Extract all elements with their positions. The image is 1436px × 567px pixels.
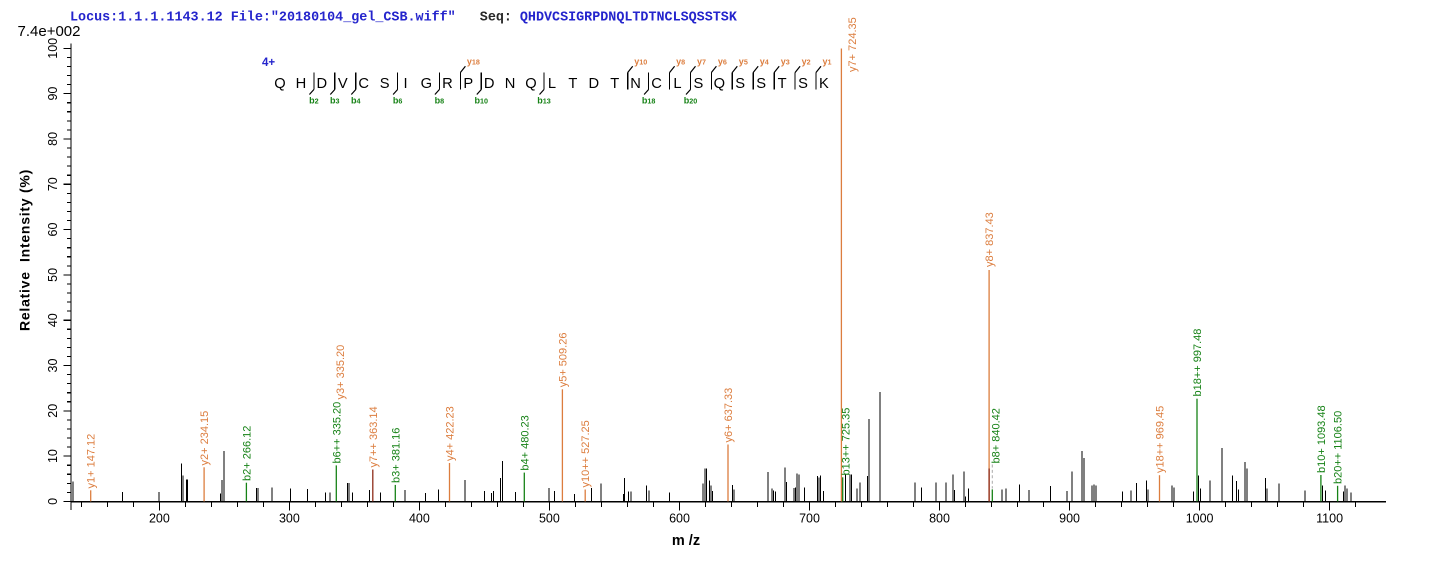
svg-text:Q: Q (274, 76, 285, 92)
svg-text:b2: b2 (309, 96, 319, 106)
svg-text:b18: b18 (642, 96, 656, 106)
svg-text:y7+ 724.35: y7+ 724.35 (847, 17, 859, 72)
svg-text:D: D (316, 76, 327, 92)
svg-text:80: 80 (46, 132, 60, 146)
svg-text:y18: y18 (467, 57, 480, 67)
svg-text:V: V (338, 76, 348, 92)
svg-text:50: 50 (46, 268, 60, 282)
svg-text:y1+ 147.12: y1+ 147.12 (86, 434, 98, 489)
svg-text:b20++ 1106.50: b20++ 1106.50 (1333, 411, 1345, 484)
svg-text:y18++ 969.45: y18++ 969.45 (1155, 406, 1167, 473)
svg-text:b8+ 840.42: b8+ 840.42 (991, 408, 1003, 463)
svg-text:R: R (442, 76, 453, 92)
svg-text:90: 90 (46, 87, 60, 101)
svg-text:b3+ 381.16: b3+ 381.16 (390, 428, 402, 483)
svg-text:600: 600 (669, 512, 690, 526)
svg-text:y8: y8 (676, 57, 685, 67)
svg-text:y4+ 422.23: y4+ 422.23 (445, 406, 457, 461)
svg-text:y4: y4 (760, 57, 769, 67)
svg-text:b10+ 1093.48: b10+ 1093.48 (1316, 405, 1328, 473)
svg-text:b18++ 997.48: b18++ 997.48 (1192, 329, 1204, 397)
svg-text:b2+ 266.12: b2+ 266.12 (241, 426, 253, 481)
svg-text:S: S (756, 76, 766, 92)
svg-text:T: T (610, 76, 619, 92)
svg-text:y7++ 363.14: y7++ 363.14 (368, 406, 380, 467)
svg-text:y5: y5 (739, 57, 748, 67)
svg-text:y3+ 335.20: y3+ 335.20 (335, 345, 347, 400)
svg-text:L: L (548, 76, 556, 92)
svg-text:b4: b4 (351, 96, 361, 106)
svg-text:1000: 1000 (1186, 512, 1214, 526)
svg-text:20: 20 (46, 404, 60, 418)
svg-text:N: N (630, 76, 641, 92)
svg-text:b13++ 725.35: b13++ 725.35 (841, 408, 853, 476)
svg-text:700: 700 (799, 512, 820, 526)
svg-text:T: T (778, 76, 787, 92)
svg-text:y2: y2 (802, 57, 811, 67)
svg-text:y2+ 234.15: y2+ 234.15 (199, 411, 211, 466)
svg-text:60: 60 (46, 223, 60, 237)
svg-text:P: P (463, 76, 473, 92)
svg-text:S: S (798, 76, 808, 92)
svg-text:b8: b8 (435, 96, 445, 106)
svg-text:y3: y3 (781, 57, 790, 67)
svg-text:Q: Q (525, 76, 536, 92)
svg-text:D: D (588, 76, 599, 92)
svg-text:200: 200 (149, 512, 170, 526)
svg-text:1100: 1100 (1316, 512, 1343, 526)
svg-text:T: T (568, 76, 577, 92)
svg-text:y10++ 527.25: y10++ 527.25 (580, 420, 592, 487)
svg-text:N: N (505, 76, 516, 92)
svg-text:y10: y10 (634, 57, 647, 67)
svg-text:H: H (296, 76, 307, 92)
svg-text:y8+ 837.43: y8+ 837.43 (984, 212, 996, 267)
svg-text:y6: y6 (718, 57, 727, 67)
svg-text:10: 10 (46, 449, 60, 463)
svg-text:S: S (694, 76, 704, 92)
svg-text:Seq:: Seq: (480, 11, 512, 26)
svg-text:y7: y7 (697, 57, 706, 67)
svg-text:y6+ 637.33: y6+ 637.33 (723, 388, 735, 443)
svg-text:y5+ 509.26: y5+ 509.26 (557, 333, 569, 388)
svg-text:b10: b10 (475, 96, 489, 106)
svg-text:70: 70 (46, 177, 60, 191)
svg-text:L: L (673, 76, 681, 92)
svg-text:b20: b20 (684, 96, 698, 106)
svg-text:QHDVCSIGRPDNQLTDTNCLSQSSTSK: QHDVCSIGRPDNQLTDTNCLSQSSTSK (520, 11, 738, 26)
svg-text:b3: b3 (330, 96, 340, 106)
svg-text:S: S (735, 76, 745, 92)
svg-text:Relative Intensity (%): Relative Intensity (%) (17, 169, 33, 331)
svg-text:100: 100 (46, 38, 60, 59)
svg-text:G: G (421, 76, 432, 92)
svg-text:500: 500 (539, 512, 560, 526)
svg-text:300: 300 (279, 512, 300, 526)
svg-text:m /z: m /z (672, 533, 700, 549)
svg-text:b6++ 335.20: b6++ 335.20 (331, 402, 343, 464)
svg-text:30: 30 (46, 359, 60, 373)
svg-text:C: C (651, 76, 662, 92)
svg-text:D: D (484, 76, 495, 92)
svg-text:0: 0 (46, 498, 60, 505)
svg-text:b6: b6 (393, 96, 403, 106)
svg-text:40: 40 (46, 313, 60, 327)
svg-text:S: S (380, 76, 390, 92)
svg-text:I: I (403, 76, 407, 92)
svg-text:4+: 4+ (262, 57, 275, 69)
svg-text:b4+ 480.23: b4+ 480.23 (519, 415, 531, 470)
svg-text:900: 900 (1059, 512, 1080, 526)
svg-text:400: 400 (409, 512, 430, 526)
svg-text:7.4e+002: 7.4e+002 (18, 23, 81, 40)
svg-text:800: 800 (929, 512, 950, 526)
svg-text:b13: b13 (537, 96, 551, 106)
svg-text:Locus:1.1.1.1143.12 File:"2018: Locus:1.1.1.1143.12 File:"20180104_gel_C… (70, 11, 456, 26)
svg-text:Q: Q (714, 76, 725, 92)
svg-text:y1: y1 (823, 57, 832, 67)
svg-text:C: C (358, 76, 369, 92)
svg-text:K: K (819, 76, 829, 92)
